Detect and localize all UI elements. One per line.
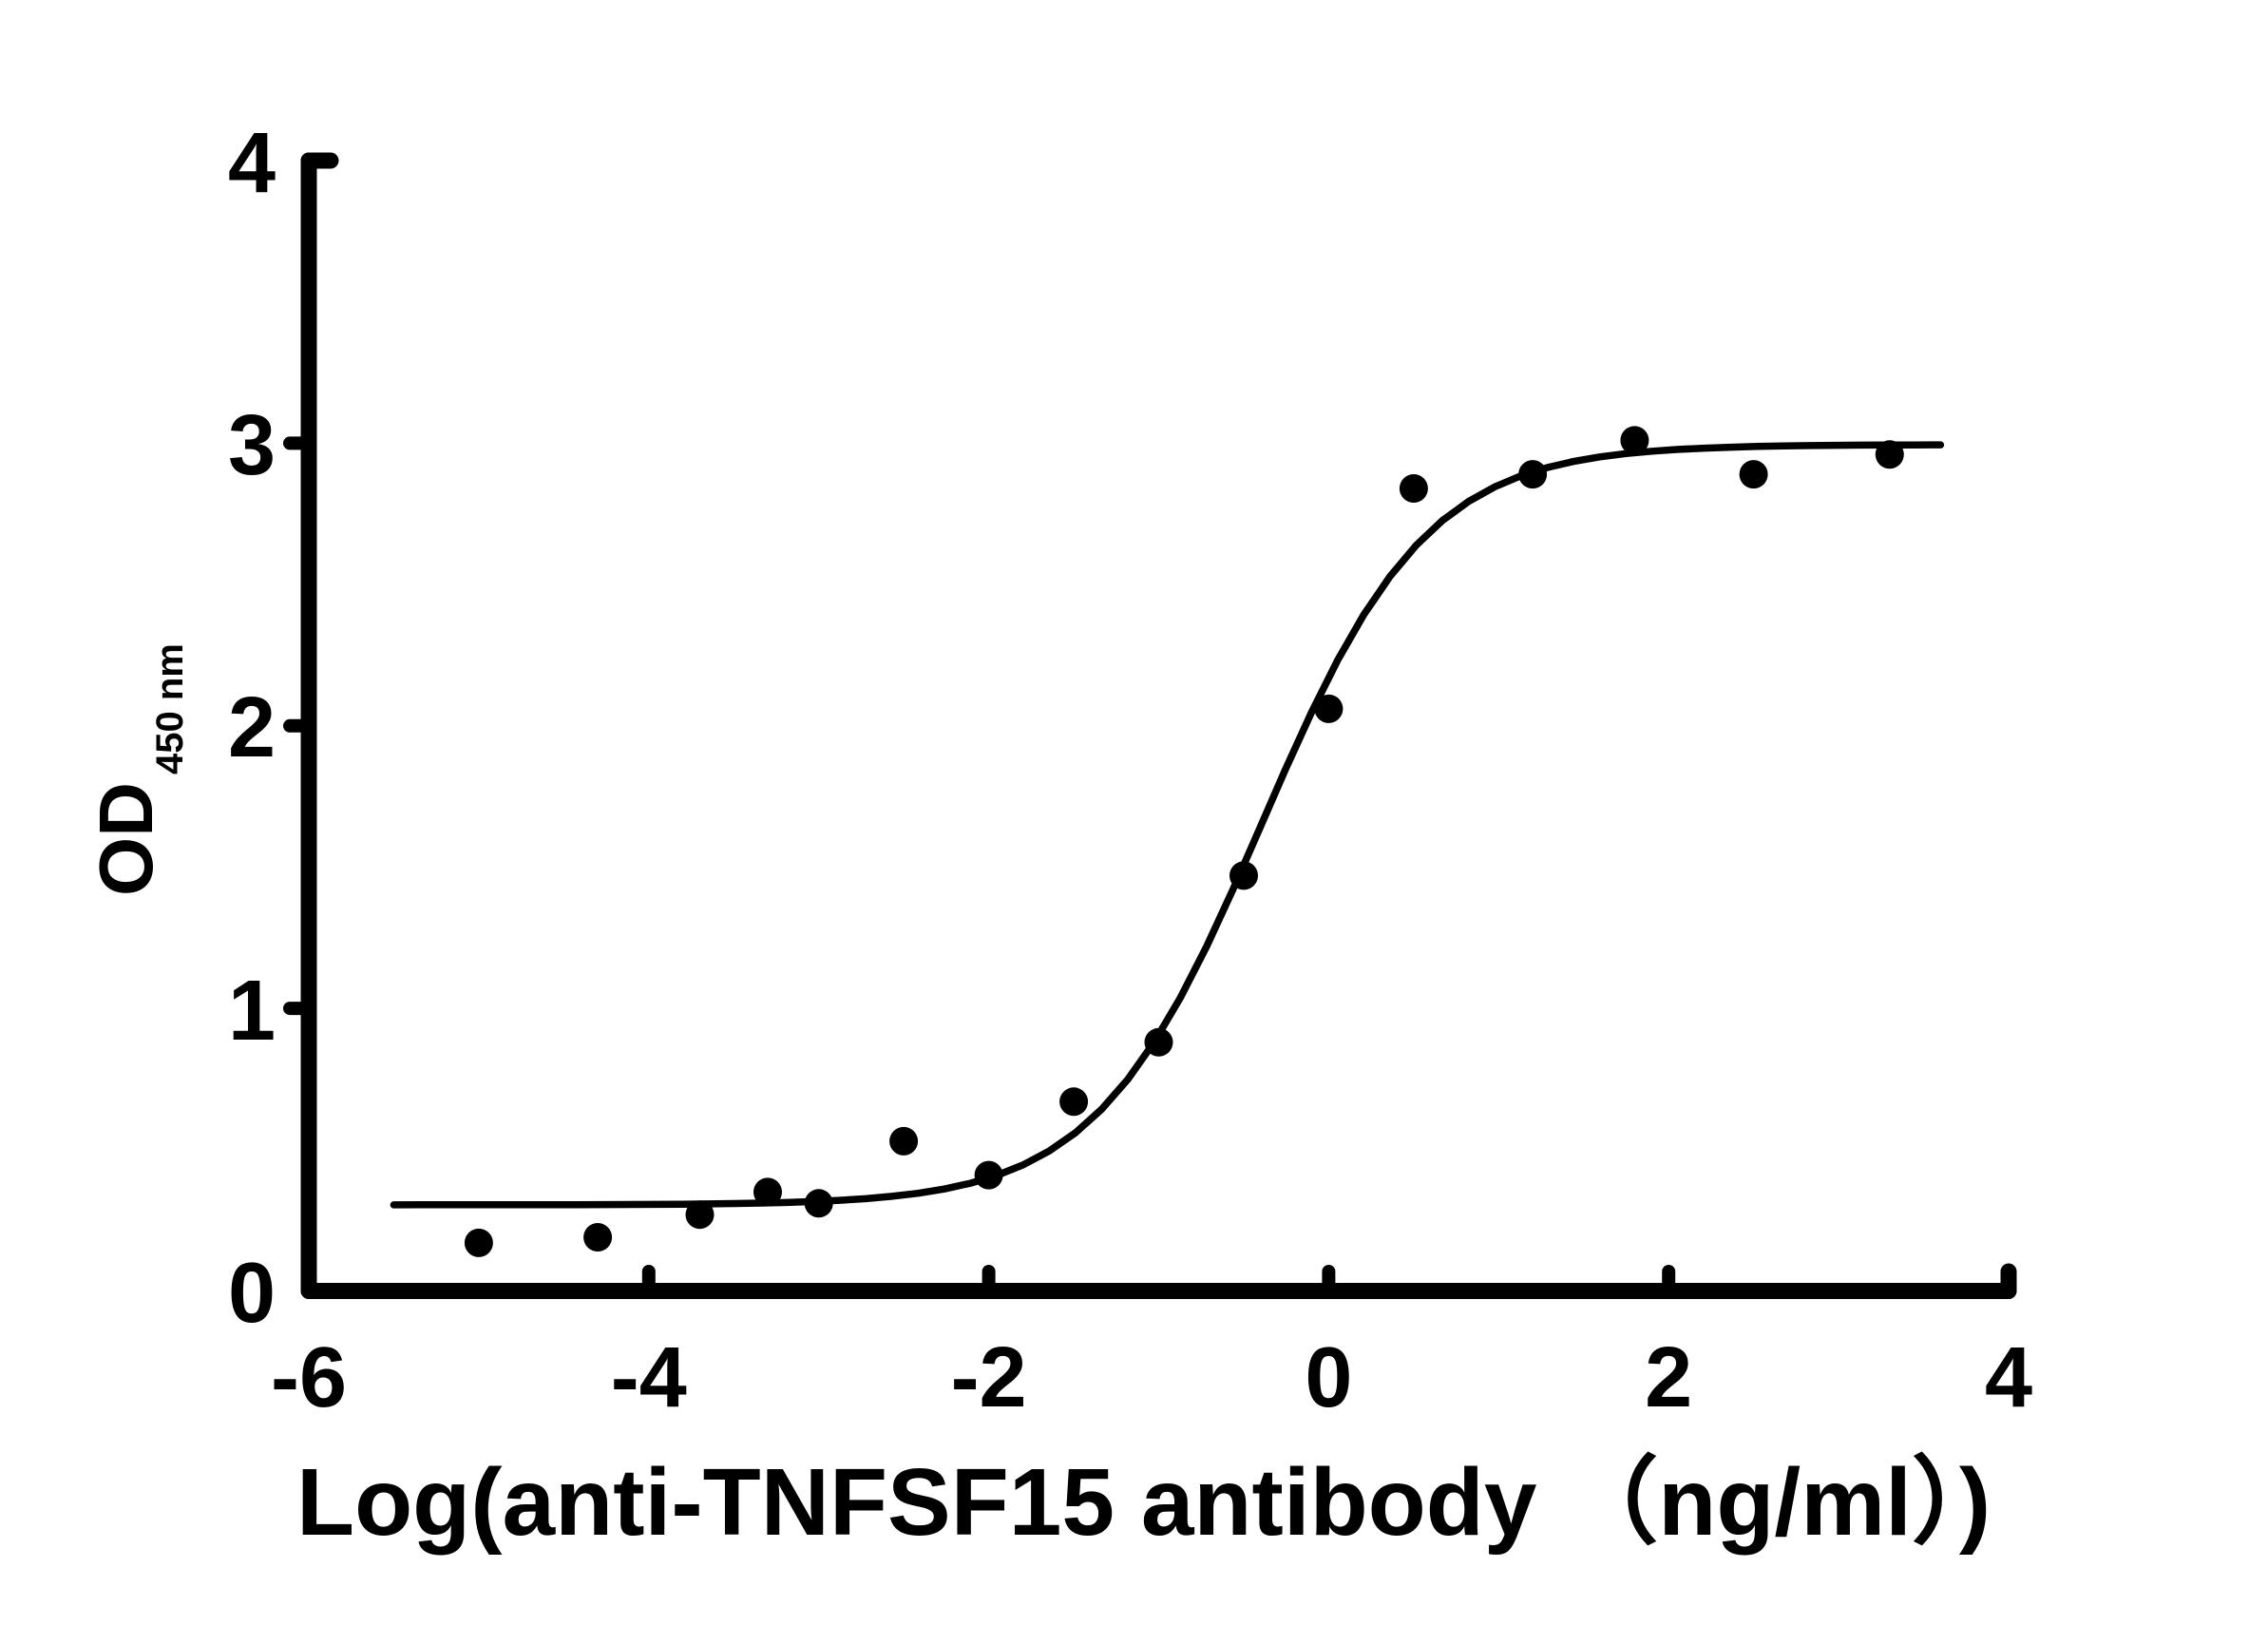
svg-text:0: 0 (228, 1246, 276, 1341)
svg-text:2: 2 (228, 680, 276, 775)
svg-text:-6: -6 (271, 1330, 347, 1425)
svg-text:-4: -4 (611, 1330, 687, 1425)
svg-text:1: 1 (228, 964, 276, 1059)
svg-text:4: 4 (228, 116, 276, 211)
svg-text:-2: -2 (951, 1330, 1027, 1425)
svg-text:2: 2 (1645, 1330, 1692, 1425)
svg-text:Log(anti-TNFSF15 antibody （ng: Log(anti-TNFSF15 antibody （ng/ml）) (296, 1449, 1991, 1556)
svg-text:450 nm: 450 nm (149, 643, 191, 774)
svg-text:4: 4 (1985, 1330, 2032, 1425)
svg-text:3: 3 (228, 398, 276, 493)
svg-text:OD: OD (84, 782, 168, 896)
svg-text:0: 0 (1305, 1330, 1352, 1425)
